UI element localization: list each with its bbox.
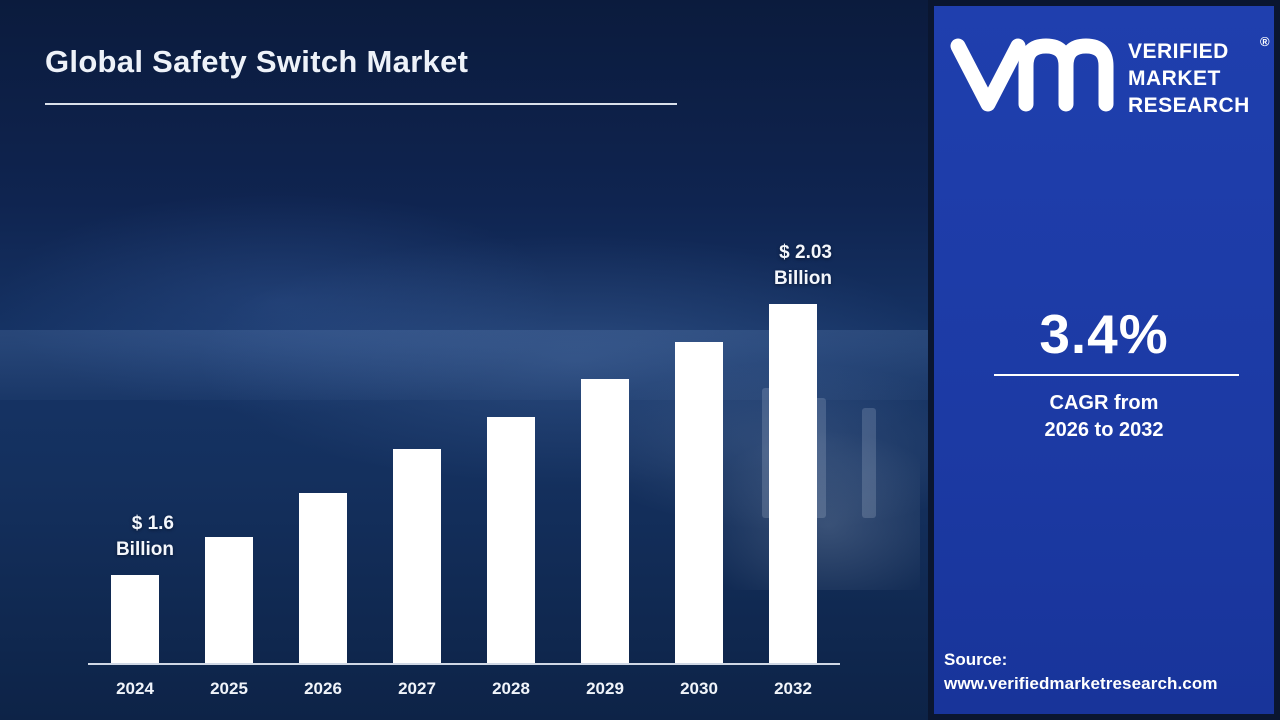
photo-chimney-silhouette	[862, 408, 876, 518]
bar-value-label-line: $ 1.6	[131, 513, 174, 534]
bar-2026	[299, 493, 347, 663]
bar-group-2024: $ 1.6 Billion 2024	[88, 233, 182, 698]
bar-2029	[581, 379, 629, 663]
source-label: Source:	[944, 650, 1008, 669]
brand-name: VERIFIED MARKET RESEARCH	[1128, 38, 1250, 119]
source-block: Source: www.verifiedmarketresearch.com	[944, 648, 1268, 696]
cagr-divider	[994, 374, 1239, 376]
bar-2028	[487, 417, 535, 663]
bar-group-2027: 2027	[370, 233, 464, 698]
vmr-monogram-icon	[950, 38, 1114, 112]
bar-2030	[675, 342, 723, 663]
x-axis-label-2032: 2032	[774, 679, 812, 698]
x-axis-label-2024: 2024	[116, 679, 154, 698]
x-axis-label-2026: 2026	[304, 679, 342, 698]
x-axis-label-2028: 2028	[492, 679, 530, 698]
bar-2024	[111, 575, 159, 663]
bar-group-2026: 2026	[276, 233, 370, 698]
registered-trademark-icon: ®	[1260, 34, 1270, 49]
bar-group-2030: 2030	[652, 233, 746, 698]
brand-line-2: MARKET	[1128, 67, 1221, 90]
brand-line-3: RESEARCH	[1128, 94, 1250, 117]
source-url: www.verifiedmarketresearch.com	[944, 674, 1218, 693]
bar-value-label-line: Billion	[115, 539, 174, 560]
bar-value-label-line: $ 2.03	[779, 242, 832, 263]
page-title: Global Safety Switch Market	[45, 44, 469, 79]
bar-2032	[769, 304, 817, 663]
bar-value-label-line: Billion	[773, 268, 832, 289]
cagr-label-line2: 2026 to 2032	[1044, 419, 1164, 441]
bar-2025	[205, 537, 253, 663]
bar-value-label-2032: $ 2.03 Billion	[686, 240, 832, 292]
brand-line-1: VERIFIED	[1128, 40, 1229, 63]
bar-group-2025: 2025	[182, 233, 276, 698]
brand-logo: VERIFIED MARKET RESEARCH ®	[944, 30, 1270, 120]
bar-2027	[393, 449, 441, 663]
x-axis-label-2030: 2030	[680, 679, 718, 698]
bar-group-2029: 2029	[558, 233, 652, 698]
x-axis-label-2027: 2027	[398, 679, 436, 698]
x-axis-label-2025: 2025	[210, 679, 248, 698]
chart-background-photo: Global Safety Switch Market $ 1.6 Billion…	[0, 0, 928, 720]
bar-group-2028: 2028	[464, 233, 558, 698]
cagr-label-line1: CAGR from	[1049, 392, 1159, 414]
cagr-value: 3.4%	[1039, 303, 1169, 365]
bar-value-label-2024: $ 1.6 Billion	[28, 511, 174, 563]
x-axis-label-2029: 2029	[586, 679, 624, 698]
side-panel: VERIFIED MARKET RESEARCH ® 3.4% CAGR fro…	[934, 6, 1274, 714]
bar-group-2032: $ 2.03 Billion 2032	[746, 233, 840, 698]
title-underline	[45, 103, 677, 105]
bar-chart: $ 1.6 Billion 2024 2025 2026 2027 2028 2029 2030…	[88, 233, 840, 698]
cagr-label: CAGR from 2026 to 2032	[934, 390, 1274, 444]
